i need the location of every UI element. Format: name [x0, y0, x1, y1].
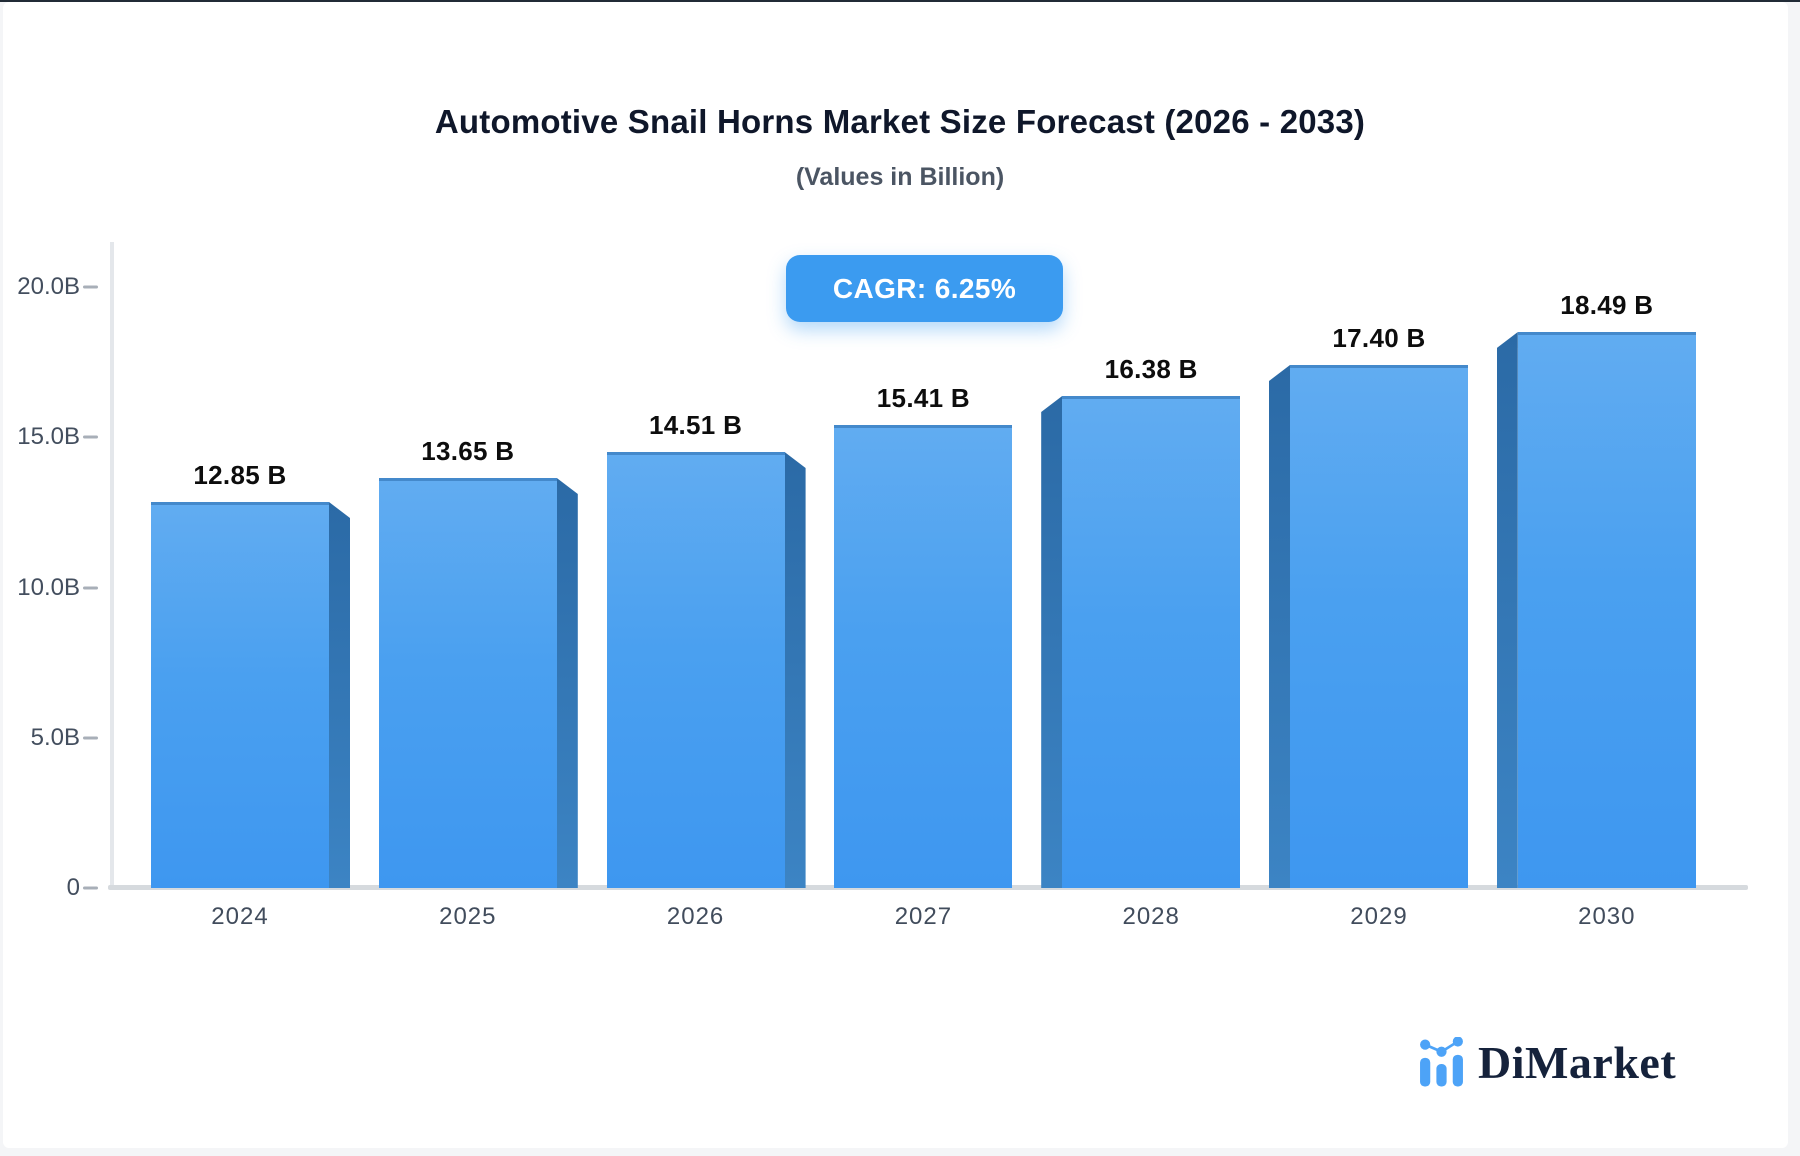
top-border-line	[0, 0, 1800, 2]
bar-3d-side-2029[interactable]	[1269, 365, 1290, 888]
cagr-badge: CAGR: 6.25%	[786, 255, 1063, 322]
y-axis-tick-mark	[83, 736, 98, 740]
y-axis-tick-mark	[83, 285, 98, 289]
x-axis-tick-label: 2024	[211, 903, 269, 930]
x-axis-tick-label: 2030	[1578, 903, 1636, 930]
bar-2024[interactable]	[151, 502, 329, 888]
bar-2028[interactable]	[1062, 396, 1241, 888]
y-axis-tick-label: 15.0B	[17, 423, 80, 451]
y-axis-tick-label: 20.0B	[17, 273, 80, 300]
bar-value-label: 16.38 B	[1104, 354, 1198, 384]
brand-name: DiMarket	[1478, 1037, 1677, 1088]
brand-logo: DiMarket	[1418, 1036, 1676, 1089]
bar-3d-side-2028[interactable]	[1041, 396, 1063, 888]
bar-chart-logo-icon	[1420, 1036, 1463, 1086]
x-axis-tick-label: 2027	[894, 903, 953, 930]
x-axis-tick-label: 2025	[439, 903, 497, 930]
bar-value-label: 14.51 B	[649, 410, 743, 440]
bar-value-label: 15.41 B	[876, 383, 970, 413]
y-axis-line	[110, 242, 114, 888]
bar-2026[interactable]	[606, 452, 785, 888]
bar-2029[interactable]	[1290, 365, 1468, 888]
y-axis-tick-label: 5.0B	[30, 723, 80, 751]
bar-value-label: 17.40 B	[1332, 323, 1426, 353]
bar-2027[interactable]	[834, 425, 1013, 888]
x-axis-tick-label: 2029	[1350, 903, 1408, 930]
y-axis-tick-label: 0	[66, 874, 80, 901]
x-axis-tick-label: 2026	[666, 903, 725, 930]
chart-title: Automotive Snail Horns Market Size Forec…	[434, 103, 1366, 140]
bar-value-label: 12.85 B	[193, 460, 287, 490]
y-axis-tick-mark	[83, 435, 98, 439]
bar-value-label: 13.65 B	[421, 436, 515, 466]
bar-3d-side-2026[interactable]	[784, 452, 806, 888]
bar-3d-side-2025[interactable]	[556, 478, 578, 888]
bar-2025[interactable]	[378, 478, 557, 888]
y-axis-tick-mark	[83, 886, 98, 890]
bar-3d-side-2024[interactable]	[329, 502, 350, 888]
bar-3d-side-2030[interactable]	[1496, 332, 1518, 888]
x-axis-tick-label: 2028	[1122, 903, 1180, 930]
chart-subtitle: (Values in Billion)	[795, 163, 1005, 191]
y-axis-tick-mark	[83, 586, 98, 589]
y-axis-tick-label: 10.0B	[17, 573, 80, 601]
bar-2030[interactable]	[1517, 332, 1696, 888]
bar-value-label: 18.49 B	[1560, 290, 1654, 320]
